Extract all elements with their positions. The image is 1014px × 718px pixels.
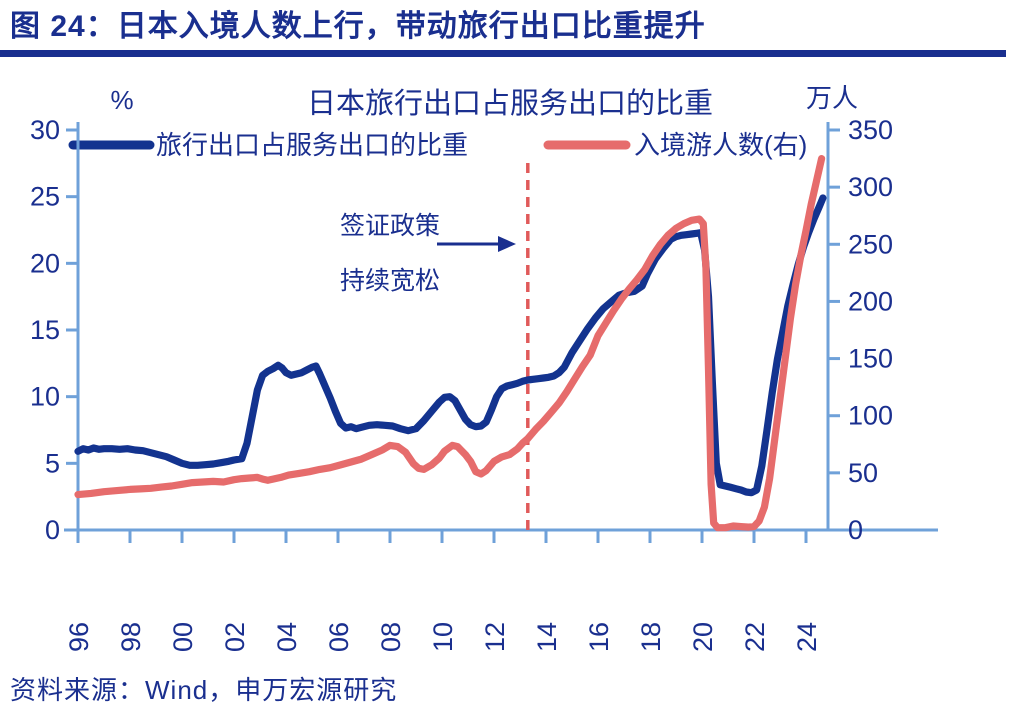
right-axis-tick-label: 100 xyxy=(848,401,893,431)
x-axis-tick-label: 2014 xyxy=(532,622,562,651)
x-axis-tick-label: 2018 xyxy=(636,622,666,651)
x-axis-tick-label: 2008 xyxy=(376,622,406,651)
right-axis-tick-label: 50 xyxy=(848,458,878,488)
line-chart: 日本旅行出口占服务出口的比重 % 万人 旅行出口占服务出口的比重 入境游人数(右… xyxy=(30,83,938,682)
left-axis-tick-label: 30 xyxy=(30,115,60,145)
left-axis-tick-label: 0 xyxy=(45,515,60,545)
x-axis-tick-label: 2006 xyxy=(324,622,354,651)
series-line-travel-share xyxy=(74,194,827,497)
chart-title: 日本旅行出口占服务出口的比重 xyxy=(307,87,713,120)
left-axis-tick-label: 25 xyxy=(30,182,60,212)
left-axis-tick-label: 5 xyxy=(45,448,60,478)
right-axis-tick-label: 0 xyxy=(848,515,863,545)
chart-series xyxy=(74,154,827,532)
chart-legend: 旅行出口占服务出口的比重 入境游人数(右) xyxy=(68,130,807,160)
right-axis-tick-label: 250 xyxy=(848,229,893,259)
x-axis-tick-label: 2010 xyxy=(428,622,458,651)
right-axis-tick-label: 200 xyxy=(848,286,893,316)
header-divider xyxy=(0,50,1006,57)
left-axis-tick-label: 10 xyxy=(30,382,60,412)
legend-label-visitors: 入境游人数(右) xyxy=(634,130,807,160)
annotation-line-2: 持续宽松 xyxy=(340,267,440,295)
x-axis-tick-label: 2022 xyxy=(740,622,770,651)
left-axis-tick-label: 15 xyxy=(30,315,60,345)
x-axis-tick-label: 2024 xyxy=(792,622,822,651)
right-axis-tick-label: 350 xyxy=(848,115,893,145)
x-axis-tick-label: 1998 xyxy=(116,622,146,651)
x-axis-tick-label: 2020 xyxy=(688,622,718,651)
annotation-arrowhead-icon xyxy=(498,236,516,252)
left-axis-unit-label: % xyxy=(110,85,133,115)
visa-policy-annotation: 签证政策 持续宽松 xyxy=(340,212,516,295)
x-axis-tick-label: 2016 xyxy=(584,622,614,651)
x-axis-tick-label: 2000 xyxy=(168,622,198,651)
right-axis-tick-label: 150 xyxy=(848,344,893,374)
right-axis-unit-label: 万人 xyxy=(806,83,858,113)
series-line-visitors xyxy=(74,154,826,532)
figure-header: 图 24：日本入境人数上行，带动旅行出口比重提升 xyxy=(0,0,1014,46)
x-axis-tick-label: 1996 xyxy=(64,622,94,651)
right-axis-tick-label: 300 xyxy=(848,172,893,202)
x-axis-tick-label: 2012 xyxy=(480,622,510,651)
annotation-line-1: 签证政策 xyxy=(340,212,440,240)
chart-axes: 0510152025300501001502002503003501996199… xyxy=(30,115,938,682)
legend-label-travel-share: 旅行出口占服务出口的比重 xyxy=(156,130,468,160)
source-note: 资料来源：Wind，申万宏源研究 xyxy=(10,675,398,705)
figure-title: 图 24：日本入境人数上行，带动旅行出口比重提升 xyxy=(10,10,706,43)
left-axis-tick-label: 20 xyxy=(30,248,60,278)
x-axis-tick-label: 2004 xyxy=(272,622,302,651)
